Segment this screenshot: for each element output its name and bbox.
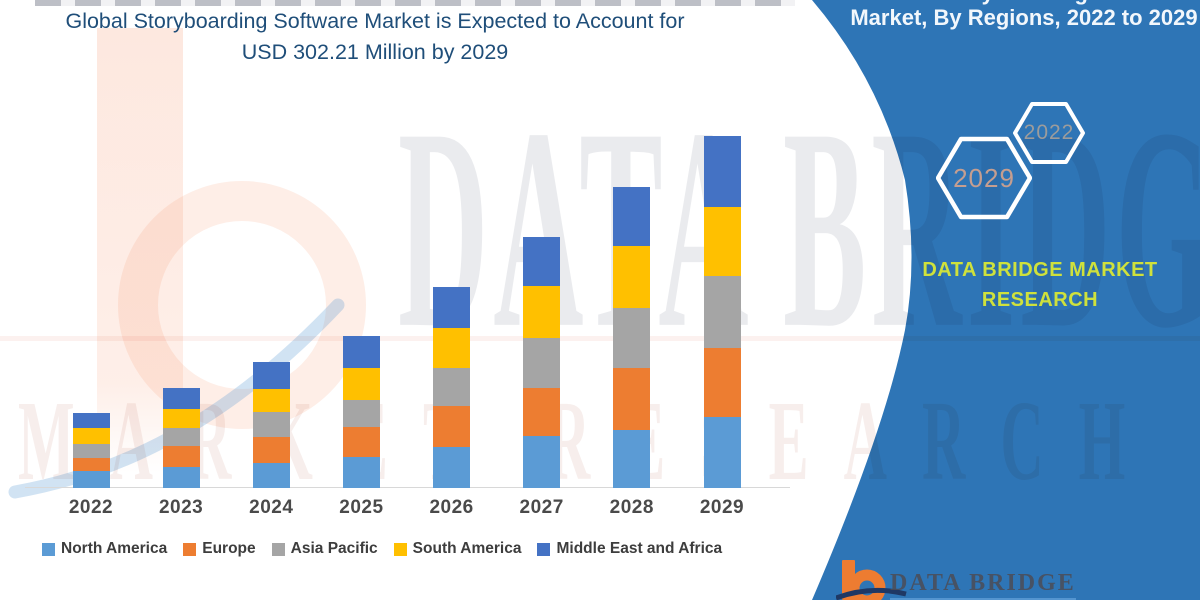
bar-segment-middle-east-and-africa-2022 — [72, 413, 110, 429]
x-axis-label-2024: 2024 — [249, 497, 294, 518]
hexagon-2029: 2029 — [936, 136, 1032, 220]
bar-segment-north-america-2027 — [523, 436, 561, 488]
bar-segment-middle-east-and-africa-2027 — [523, 237, 561, 286]
bar-segment-asia-pacific-2023 — [162, 428, 200, 447]
brand-text-line1: DATA BRIDGE MARKET — [922, 259, 1158, 281]
bar-segment-asia-pacific-2022 — [72, 444, 110, 458]
bar-segment-europe-2027 — [523, 388, 561, 437]
footer-logo-title: DATA BRIDGE — [890, 570, 1076, 600]
bar-segment-middle-east-and-africa-2026 — [433, 287, 471, 328]
chart-bars-layer: 2022 2023 2024 2025 2026 2027 2028 2029 — [68, 135, 745, 518]
legend-label-south-america: South America — [412, 540, 522, 557]
legend: North America Europe Asia Pacific South Ame… — [42, 540, 722, 558]
legend-swatch-europe — [183, 543, 197, 556]
bar-segment-europe-2026 — [433, 406, 471, 448]
bar-segment-europe-2025 — [342, 427, 380, 458]
hexagon-2029-label: 2029 — [953, 162, 1015, 193]
chart-title: Global Storyboarding Software Market is … — [5, 6, 745, 67]
banner-heading-cropped: Global Storyboarding Software — [860, 0, 1190, 6]
brand-text: DATA BRIDGE MARKET RESEARCH — [880, 255, 1200, 315]
watermark-logo-left — [8, 28, 366, 499]
footer-logo-subtitle: MARKET RESEARCH — [902, 598, 1099, 600]
hexagon-2022-outline — [1013, 102, 1085, 164]
watermark-streak — [0, 336, 1200, 341]
x-axis-label-2029: 2029 — [699, 497, 745, 518]
legend-label-europe: Europe — [202, 540, 256, 557]
bar-segment-asia-pacific-2024 — [252, 412, 290, 438]
bar-segment-south-america-2022 — [72, 428, 110, 444]
x-axis-label-2027: 2027 — [519, 497, 564, 518]
x-axis-label-2026: 2026 — [429, 497, 474, 518]
bar-segment-south-america-2024 — [252, 388, 290, 413]
legend-item-asia-pacific: Asia Pacific — [271, 540, 378, 558]
hexagon-2022-label: 2022 — [1023, 121, 1075, 144]
bar-segment-middle-east-and-africa-2025 — [342, 336, 380, 368]
bar-segment-north-america-2024 — [252, 463, 290, 488]
bar-segment-north-america-2025 — [342, 457, 380, 488]
x-axis-label-2028: 2028 — [609, 497, 654, 518]
watermark-b-bowl — [118, 181, 366, 429]
bar-segment-middle-east-and-africa-2024 — [252, 362, 290, 389]
bar-segment-north-america-2023 — [162, 467, 200, 488]
legend-item-south-america: South America — [393, 540, 522, 558]
cropped-text-smear — [35, 0, 795, 6]
chart-title-line2: USD 302.21 Million by 2029 — [241, 39, 509, 64]
bar-segment-middle-east-and-africa-2029 — [703, 135, 741, 207]
bar-segment-south-america-2026 — [433, 328, 471, 368]
legend-swatch-south-america — [393, 543, 407, 556]
bar-segment-south-america-2027 — [523, 285, 561, 338]
legend-item-north-america: North America — [42, 540, 167, 558]
bar-segment-north-america-2022 — [72, 471, 110, 488]
hexagon-2022: 2022 — [1013, 101, 1085, 165]
footer-logo-b-icon — [836, 560, 907, 600]
legend-item-middle-east-and-africa: Middle East and Africa — [537, 540, 722, 558]
bar-segment-asia-pacific-2026 — [433, 368, 471, 407]
bar-segment-europe-2022 — [72, 458, 110, 472]
x-axis-label-2022: 2022 — [68, 497, 114, 518]
bar-segment-south-america-2023 — [162, 408, 200, 428]
legend-item-europe: Europe — [183, 540, 256, 558]
bar-segment-north-america-2029 — [703, 417, 741, 488]
chart-title-line1: Global Storyboarding Software Market is … — [65, 9, 685, 33]
bar-segment-north-america-2028 — [613, 429, 651, 488]
bar-segment-asia-pacific-2025 — [342, 399, 380, 428]
bar-segment-middle-east-and-africa-2023 — [162, 388, 200, 409]
bar-segment-asia-pacific-2028 — [613, 307, 651, 368]
legend-swatch-asia-pacific — [271, 543, 285, 556]
x-axis-label-2023: 2023 — [158, 497, 204, 518]
legend-label-middle-east-and-africa: Middle East and Africa — [556, 540, 723, 557]
legend-label-asia-pacific: Asia Pacific — [290, 540, 378, 557]
x-axis-line — [25, 487, 790, 488]
bar-segment-south-america-2025 — [342, 368, 380, 400]
brand-text-line2: RESEARCH — [981, 289, 1099, 311]
bar-segment-europe-2028 — [613, 368, 651, 430]
banner-heading: Market, By Regions, 2022 to 2029 — [850, 5, 1198, 30]
bar-segment-europe-2023 — [162, 446, 200, 468]
legend-swatch-middle-east-and-africa — [537, 543, 551, 556]
bar-segment-asia-pacific-2027 — [523, 338, 561, 389]
bar-segment-south-america-2029 — [703, 206, 741, 276]
bar-segment-asia-pacific-2029 — [703, 275, 741, 348]
bar-segment-europe-2024 — [252, 437, 290, 463]
bar-segment-north-america-2026 — [433, 447, 471, 488]
legend-swatch-north-america — [42, 543, 55, 556]
bar-segment-middle-east-and-africa-2028 — [613, 186, 651, 246]
bar-segment-south-america-2028 — [613, 245, 651, 308]
x-axis-label-2025: 2025 — [339, 497, 384, 518]
hexagon-2029-outline — [936, 136, 1032, 220]
bar-segment-europe-2029 — [703, 347, 741, 418]
legend-label-north-america: North America — [61, 540, 168, 557]
